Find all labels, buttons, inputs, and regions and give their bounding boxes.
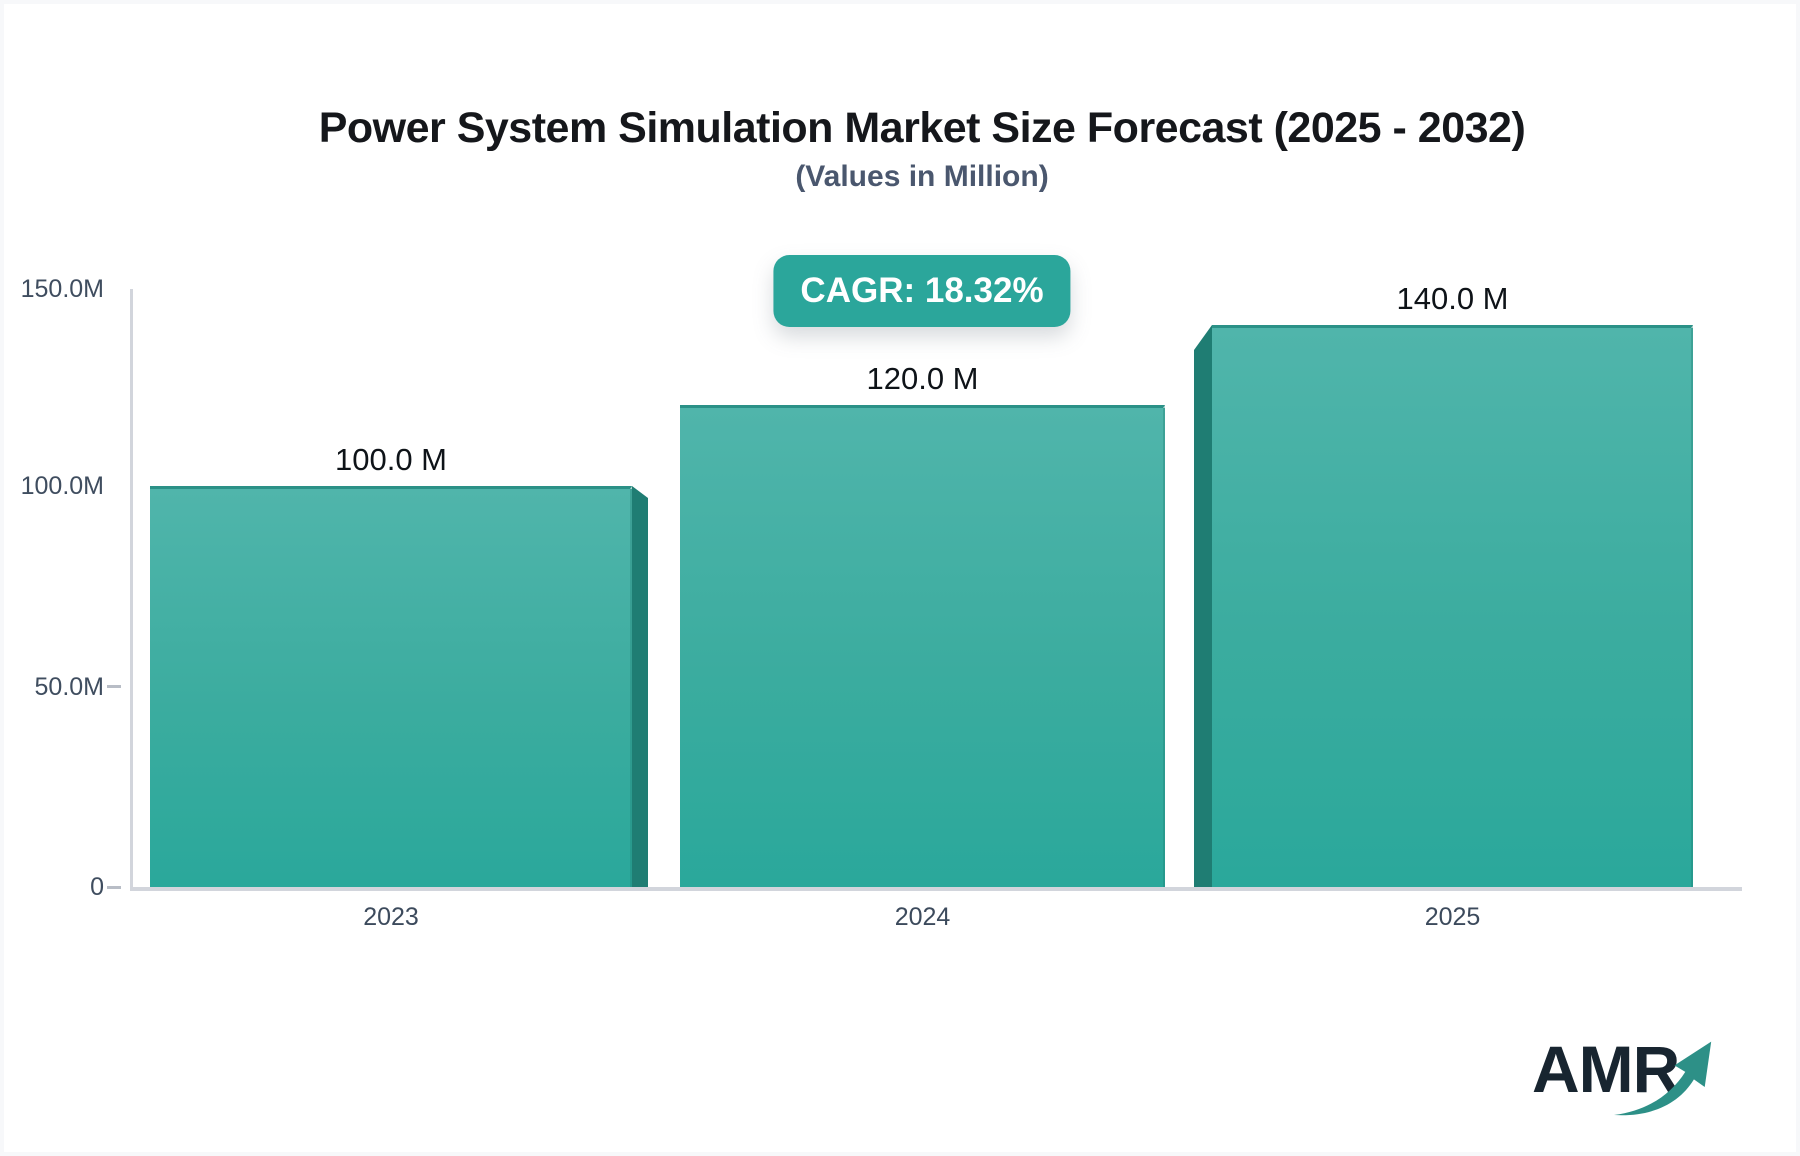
bar-value-label: 100.0 M: [334, 442, 448, 477]
growth-arrow-icon: [1614, 1041, 1712, 1116]
x-axis-label-2025: 2025: [1424, 903, 1481, 931]
y-axis-tick-mark: [107, 685, 121, 688]
chart-title: Power System Simulation Market Size Fore…: [318, 104, 1526, 152]
bar-2024[interactable]: [680, 405, 1165, 887]
y-axis-tick-label: 150.0M: [20, 275, 104, 303]
x-axis-label-2024: 2024: [894, 903, 951, 931]
y-axis-tick-label: 50.0M: [34, 673, 104, 701]
bar-2023-side-face: [632, 486, 648, 887]
x-axis-line: [130, 887, 1742, 891]
bar-2025-side-face: [1194, 325, 1212, 887]
amr-logo-text: AMR: [1532, 1032, 1680, 1106]
y-axis-tick-label: 0: [90, 873, 104, 901]
chart-subtitle: (Values in Million): [795, 160, 1049, 193]
cagr-badge: CAGR: 18.32%: [773, 255, 1071, 327]
y-axis-tick-mark: [107, 886, 121, 889]
y-axis-line: [130, 289, 133, 890]
bar-2023[interactable]: [150, 486, 632, 887]
bar-2025[interactable]: [1212, 325, 1693, 887]
amr-logo: AMR: [1532, 1036, 1722, 1126]
bar-value-label: 120.0 M: [866, 361, 979, 396]
x-axis-label-2023: 2023: [363, 903, 419, 931]
y-axis-tick-label: 100.0M: [20, 472, 104, 500]
bar-value-label: 140.0 M: [1396, 281, 1509, 316]
